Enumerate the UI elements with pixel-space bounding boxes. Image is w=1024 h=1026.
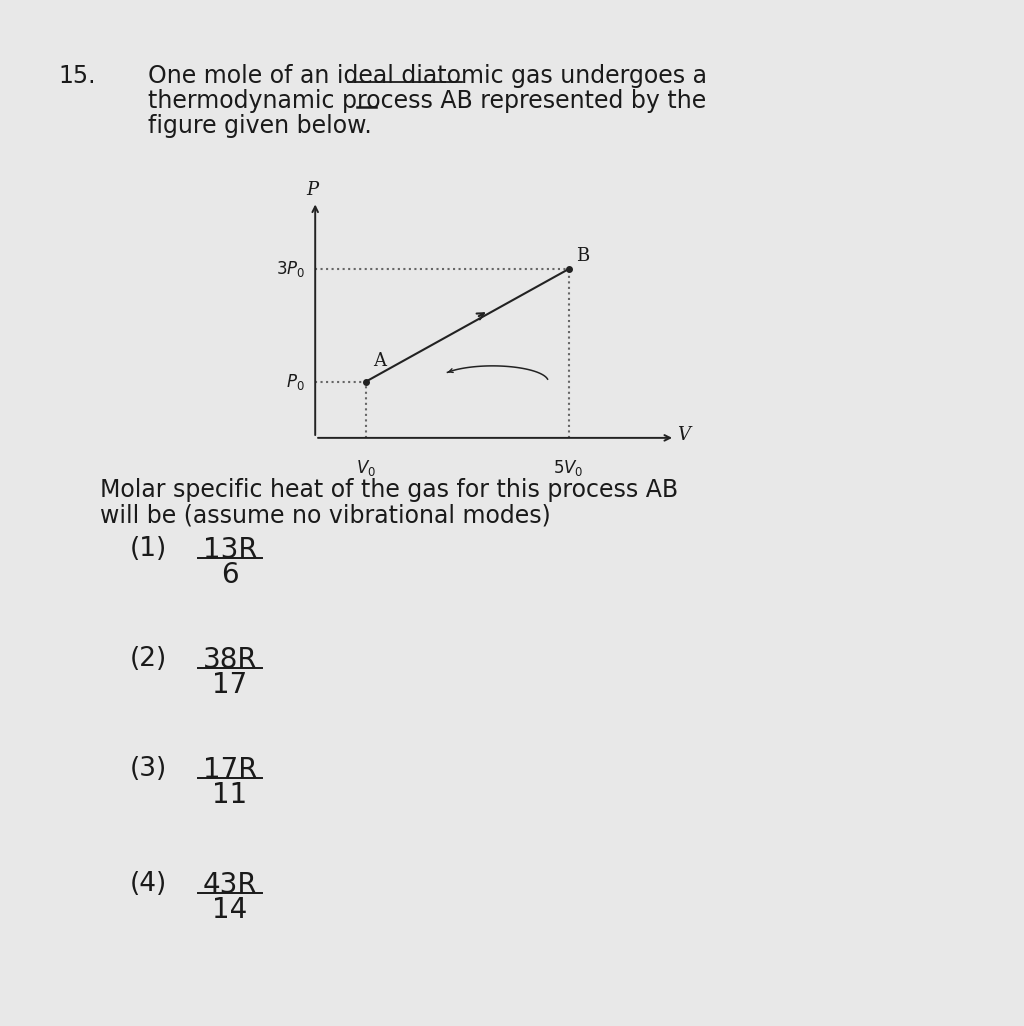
Text: $V_0$: $V_0$ — [356, 458, 376, 477]
Text: thermodynamic process AB represented by the: thermodynamic process AB represented by … — [148, 89, 707, 113]
Text: A: A — [374, 352, 386, 370]
Text: B: B — [577, 246, 590, 265]
Text: 6: 6 — [221, 561, 239, 589]
Text: (3): (3) — [130, 756, 167, 782]
Text: V: V — [678, 426, 690, 444]
Text: $P_0$: $P_0$ — [287, 371, 305, 392]
Text: 11: 11 — [212, 781, 248, 808]
Text: P: P — [306, 181, 318, 199]
Text: Molar specific heat of the gas for this process AB: Molar specific heat of the gas for this … — [100, 478, 678, 502]
Text: 13R: 13R — [203, 536, 257, 564]
Text: 38R: 38R — [203, 646, 257, 674]
Text: will be (assume no vibrational modes): will be (assume no vibrational modes) — [100, 504, 551, 528]
Text: (2): (2) — [130, 646, 167, 672]
Text: One mole of an ideal diatomic gas undergoes a: One mole of an ideal diatomic gas underg… — [148, 64, 707, 88]
Text: 17: 17 — [212, 671, 248, 699]
Text: (4): (4) — [130, 871, 167, 897]
Text: $5V_0$: $5V_0$ — [553, 458, 584, 477]
Text: 14: 14 — [212, 896, 248, 924]
Text: figure given below.: figure given below. — [148, 114, 372, 139]
Text: $3P_0$: $3P_0$ — [275, 260, 305, 279]
Text: 43R: 43R — [203, 871, 257, 899]
Text: 17R: 17R — [203, 756, 257, 784]
Text: (1): (1) — [130, 536, 167, 562]
Text: 15.: 15. — [58, 64, 95, 88]
